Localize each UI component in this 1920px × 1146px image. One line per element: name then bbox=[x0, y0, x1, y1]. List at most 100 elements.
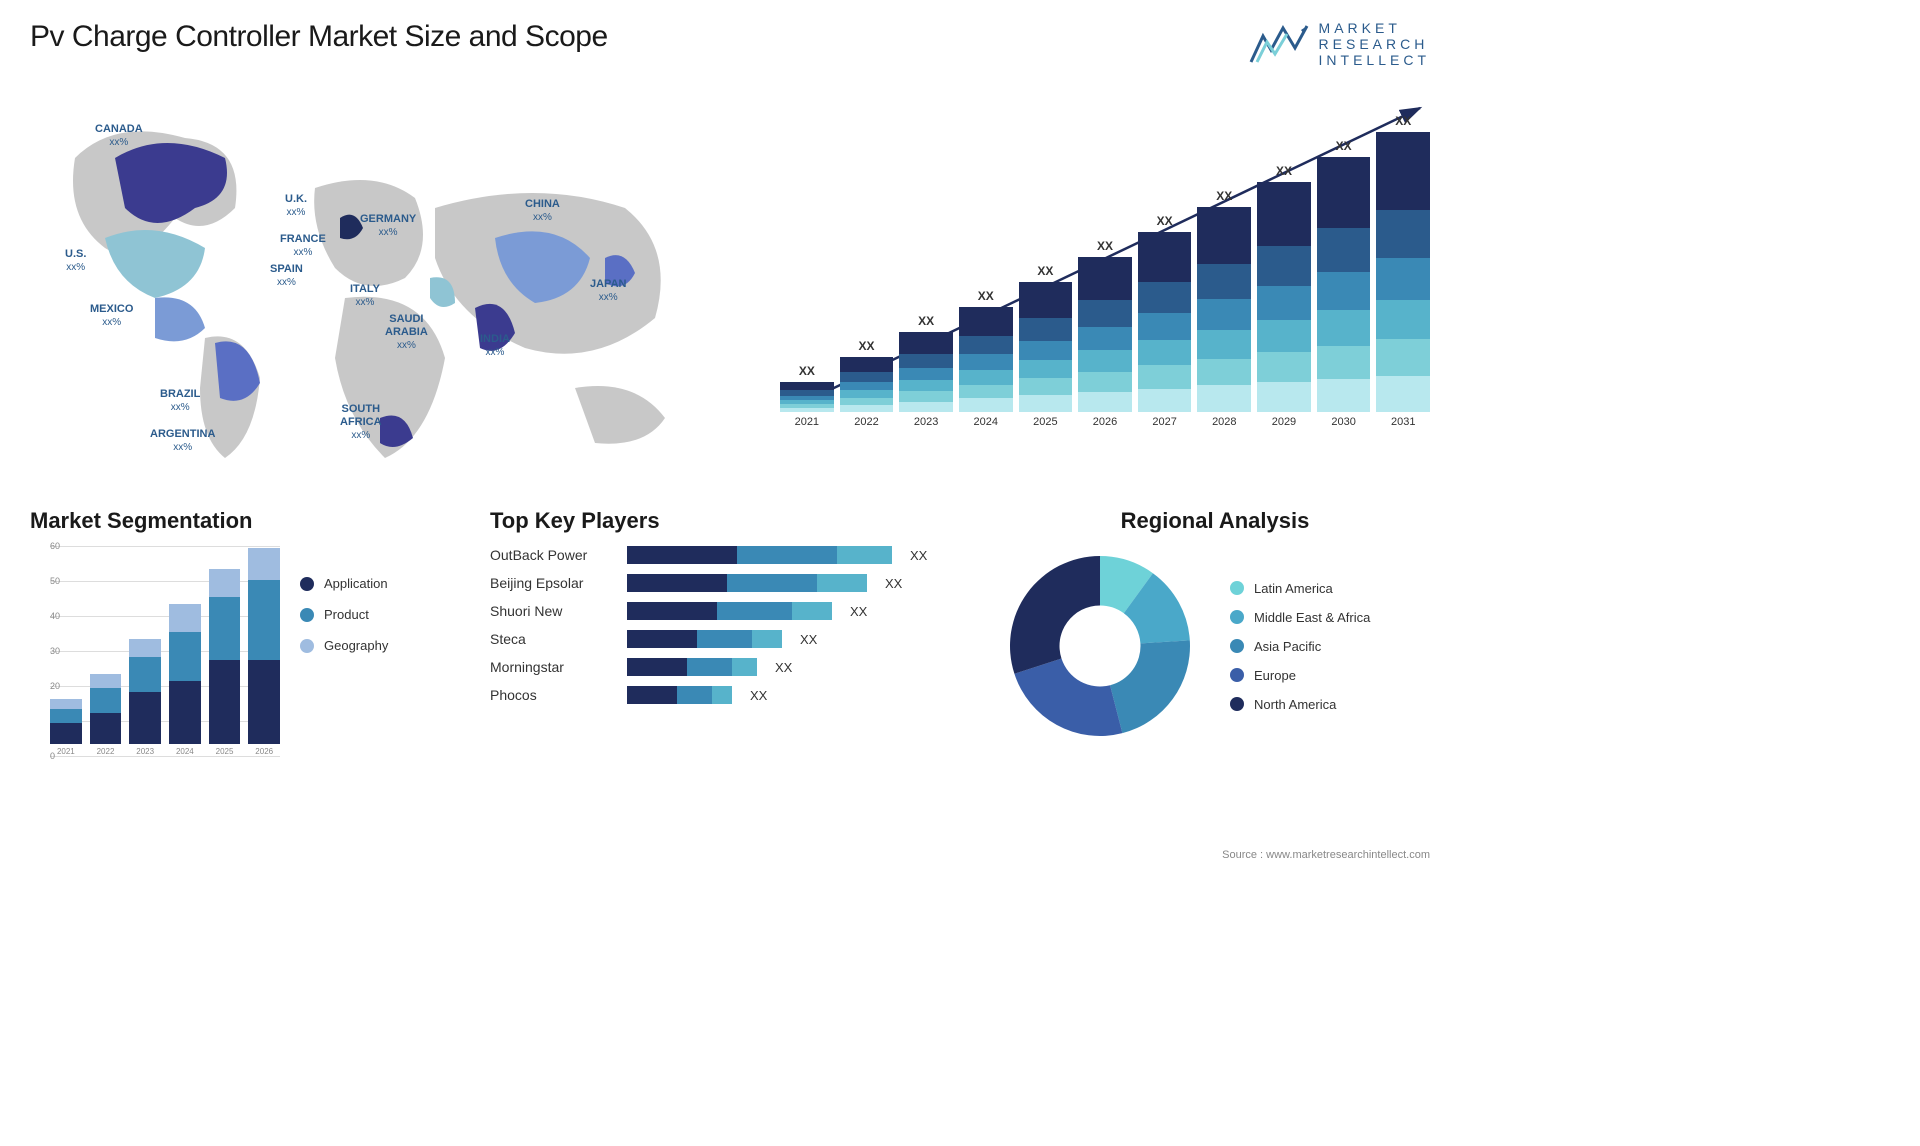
legend-label: North America bbox=[1254, 697, 1336, 712]
seg-bar-seg bbox=[50, 723, 82, 744]
growth-seg bbox=[1197, 359, 1251, 386]
legend-label: Asia Pacific bbox=[1254, 639, 1321, 654]
seg-bar-seg bbox=[90, 674, 122, 688]
page-title: Pv Charge Controller Market Size and Sco… bbox=[30, 20, 608, 54]
growth-seg bbox=[780, 382, 834, 390]
legend-dot bbox=[300, 608, 314, 622]
seg-bar-year: 2022 bbox=[97, 747, 115, 756]
donut-slice bbox=[1014, 659, 1122, 736]
player-bar bbox=[627, 574, 867, 592]
growth-bar-year: 2029 bbox=[1272, 416, 1296, 428]
growth-seg bbox=[899, 368, 953, 380]
player-bar-seg bbox=[817, 574, 867, 592]
map-label-spain: SPAINxx% bbox=[270, 263, 303, 289]
region-legend-item: Asia Pacific bbox=[1230, 639, 1370, 654]
growth-bar-2026: XX2026 bbox=[1078, 239, 1132, 428]
growth-bar-year: 2025 bbox=[1033, 416, 1057, 428]
growth-bar-year: 2021 bbox=[795, 416, 819, 428]
growth-bar-year: 2030 bbox=[1331, 416, 1355, 428]
seg-legend-item: Product bbox=[300, 607, 388, 622]
growth-seg bbox=[1197, 207, 1251, 264]
player-row: OutBack PowerXX bbox=[490, 546, 970, 564]
growth-seg bbox=[959, 336, 1013, 354]
player-bar bbox=[627, 546, 892, 564]
seg-bar-seg bbox=[90, 713, 122, 745]
brand-logo: MARKET RESEARCH INTELLECT bbox=[1249, 20, 1430, 68]
seg-bar-seg bbox=[129, 692, 161, 745]
map-label-canada: CANADAxx% bbox=[95, 123, 143, 149]
growth-bar-2021: XX 2021 bbox=[780, 364, 834, 428]
growth-seg bbox=[1317, 157, 1371, 228]
legend-label: Europe bbox=[1254, 668, 1296, 683]
donut-slice bbox=[1110, 640, 1190, 733]
growth-seg bbox=[1078, 372, 1132, 392]
seg-bar-2025: 2025 bbox=[209, 569, 241, 756]
growth-seg bbox=[1078, 392, 1132, 412]
seg-bar-seg bbox=[209, 597, 241, 660]
growth-seg bbox=[1317, 379, 1371, 412]
legend-dot bbox=[1230, 639, 1244, 653]
growth-seg bbox=[840, 405, 894, 412]
growth-seg bbox=[1019, 341, 1073, 361]
region-legend-item: Middle East & Africa bbox=[1230, 610, 1370, 625]
regional-section: Regional Analysis Latin AmericaMiddle Ea… bbox=[1000, 508, 1430, 776]
seg-legend-item: Application bbox=[300, 576, 388, 591]
map-svg bbox=[30, 98, 740, 478]
seg-bar-seg bbox=[129, 657, 161, 692]
growth-seg bbox=[1138, 282, 1192, 313]
growth-bar-value: XX bbox=[918, 314, 934, 328]
player-value: XX bbox=[775, 660, 792, 675]
player-bar bbox=[627, 630, 782, 648]
growth-seg bbox=[959, 385, 1013, 399]
seg-bar-year: 2025 bbox=[216, 747, 234, 756]
seg-bar-seg bbox=[248, 548, 280, 580]
seg-bar-2021: 2021 bbox=[50, 699, 82, 757]
region-legend-item: Latin America bbox=[1230, 581, 1370, 596]
key-players-section: Top Key Players OutBack PowerXXBeijing E… bbox=[490, 508, 970, 776]
growth-seg bbox=[840, 357, 894, 372]
region-legend-item: Europe bbox=[1230, 668, 1370, 683]
growth-seg bbox=[1376, 376, 1430, 412]
map-label-france: FRANCExx% bbox=[280, 233, 326, 259]
growth-seg bbox=[1138, 389, 1192, 412]
legend-label: Product bbox=[324, 607, 369, 622]
map-label-germany: GERMANYxx% bbox=[360, 213, 416, 239]
growth-seg bbox=[1078, 350, 1132, 372]
growth-seg bbox=[1197, 330, 1251, 359]
growth-bar-2030: XX2030 bbox=[1317, 139, 1371, 428]
growth-seg bbox=[1317, 228, 1371, 271]
seg-bar-2026: 2026 bbox=[248, 548, 280, 756]
legend-dot bbox=[1230, 697, 1244, 711]
player-name: Shuori New bbox=[490, 603, 615, 619]
player-value: XX bbox=[885, 576, 902, 591]
player-bar-seg bbox=[627, 630, 697, 648]
player-value: XX bbox=[800, 632, 817, 647]
player-bar-seg bbox=[627, 546, 737, 564]
key-players-title: Top Key Players bbox=[490, 508, 970, 534]
player-bar-seg bbox=[712, 686, 732, 704]
segmentation-chart: 0102030405060202120222023202420252026 bbox=[30, 546, 280, 776]
growth-seg bbox=[1317, 346, 1371, 379]
seg-bar-seg bbox=[248, 660, 280, 744]
growth-bar-value: XX bbox=[799, 364, 815, 378]
map-label-southafrica: SOUTHAFRICAxx% bbox=[340, 403, 382, 443]
growth-seg bbox=[899, 380, 953, 391]
map-label-japan: JAPANxx% bbox=[590, 278, 626, 304]
growth-seg bbox=[1376, 258, 1430, 300]
map-label-uk: U.K.xx% bbox=[285, 193, 307, 219]
legend-dot bbox=[1230, 581, 1244, 595]
seg-gridline bbox=[50, 756, 280, 757]
growth-bar-2023: XX2023 bbox=[899, 314, 953, 428]
growth-seg bbox=[1078, 327, 1132, 350]
map-label-brazil: BRAZILxx% bbox=[160, 388, 200, 414]
growth-seg bbox=[1376, 132, 1430, 210]
growth-seg bbox=[1078, 300, 1132, 326]
player-bar-seg bbox=[677, 686, 712, 704]
seg-bar-2024: 2024 bbox=[169, 604, 201, 756]
player-name: Phocos bbox=[490, 687, 615, 703]
player-value: XX bbox=[750, 688, 767, 703]
growth-bar-2031: XX2031 bbox=[1376, 114, 1430, 428]
player-name: OutBack Power bbox=[490, 547, 615, 563]
player-bar-seg bbox=[697, 630, 752, 648]
player-bar-seg bbox=[837, 546, 892, 564]
